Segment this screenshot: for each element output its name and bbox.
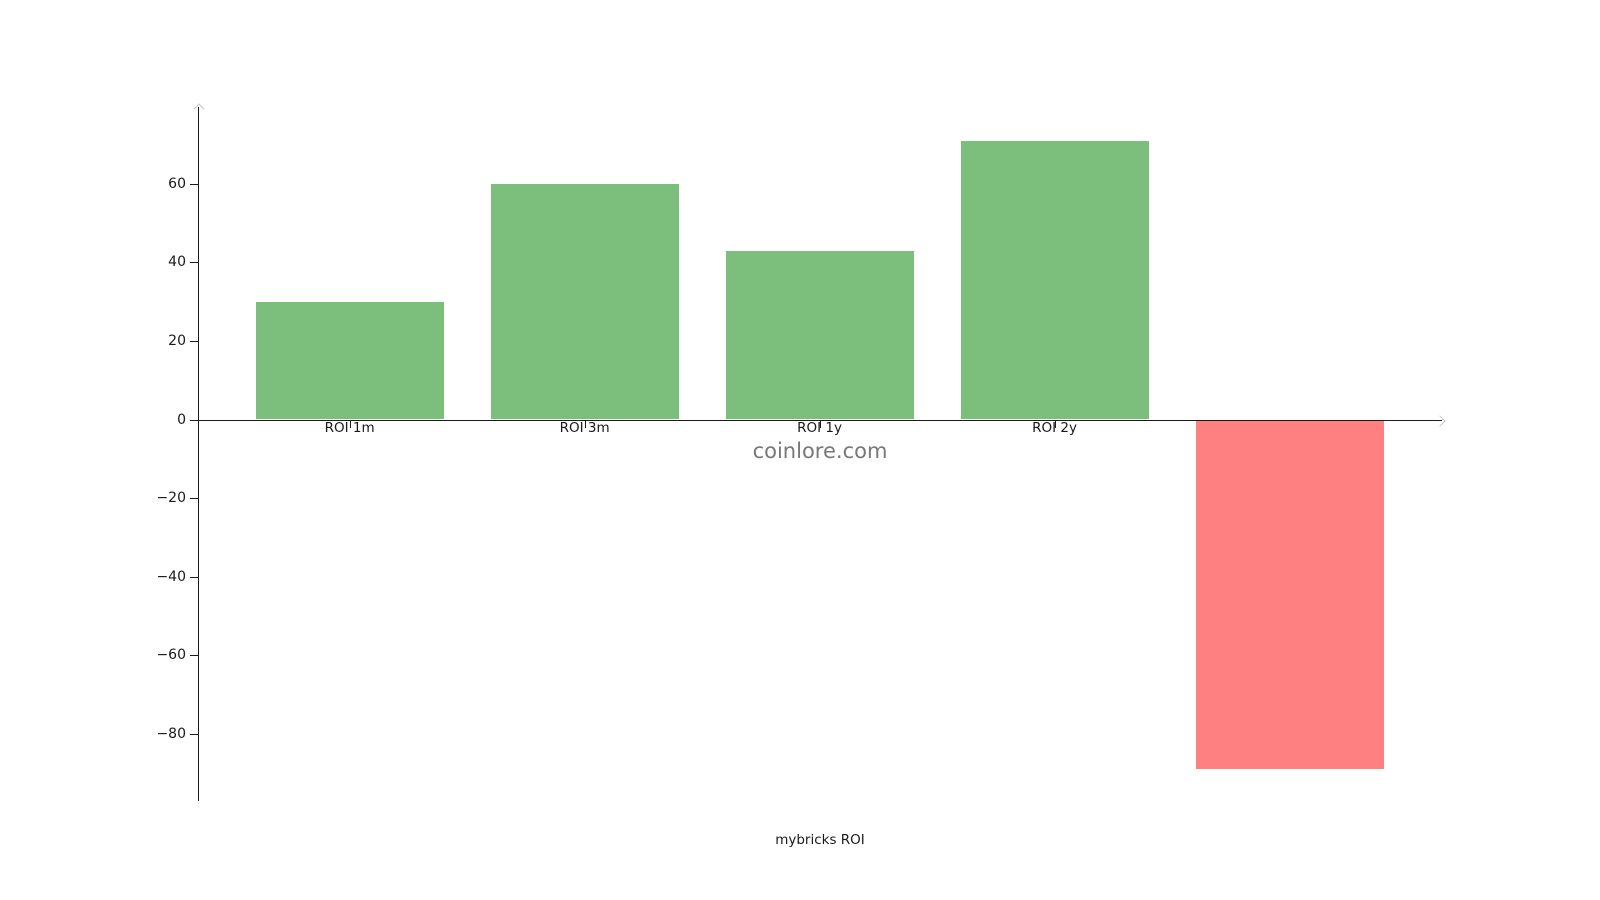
y-tick bbox=[190, 655, 198, 657]
bar-roi-2y bbox=[960, 140, 1149, 420]
y-tick-label: −20 bbox=[156, 490, 186, 507]
chart-footer-label: mybricks ROI bbox=[775, 832, 865, 848]
y-tick-label: −40 bbox=[156, 568, 186, 585]
bar-roi-1m bbox=[255, 301, 444, 420]
y-tick bbox=[190, 733, 198, 735]
y-tick bbox=[190, 576, 198, 578]
x-tick bbox=[819, 419, 821, 428]
y-tick-label: 60 bbox=[168, 175, 186, 192]
bar-5 bbox=[1195, 419, 1384, 770]
y-tick bbox=[190, 498, 198, 500]
watermark: coinlore.com bbox=[752, 439, 888, 463]
y-tick-label: 20 bbox=[168, 332, 186, 349]
x-tick bbox=[349, 419, 351, 428]
y-tick bbox=[190, 419, 198, 421]
bar-roi-3m bbox=[490, 183, 679, 420]
x-tick-label: ROI 1y bbox=[797, 419, 843, 436]
x-axis-line bbox=[198, 419, 1442, 421]
x-axis-arrowhead-icon bbox=[1434, 414, 1446, 427]
x-tick-label: ROI 2y bbox=[1032, 419, 1078, 436]
y-axis-line bbox=[198, 107, 199, 801]
y-tick bbox=[190, 183, 198, 185]
y-axis-arrowhead-icon bbox=[192, 103, 205, 115]
x-tick bbox=[584, 419, 586, 428]
bar-roi-1y bbox=[725, 250, 914, 420]
y-tick bbox=[190, 340, 198, 342]
x-tick-label: ROI 3m bbox=[559, 419, 610, 436]
y-tick-label: 40 bbox=[168, 254, 186, 271]
y-tick bbox=[190, 262, 198, 264]
x-tick-label: ROI 1m bbox=[324, 419, 375, 436]
y-tick-label: −60 bbox=[156, 647, 186, 664]
y-tick-label: 0 bbox=[177, 411, 186, 428]
x-tick bbox=[1054, 419, 1056, 428]
y-tick-label: −80 bbox=[156, 725, 186, 742]
